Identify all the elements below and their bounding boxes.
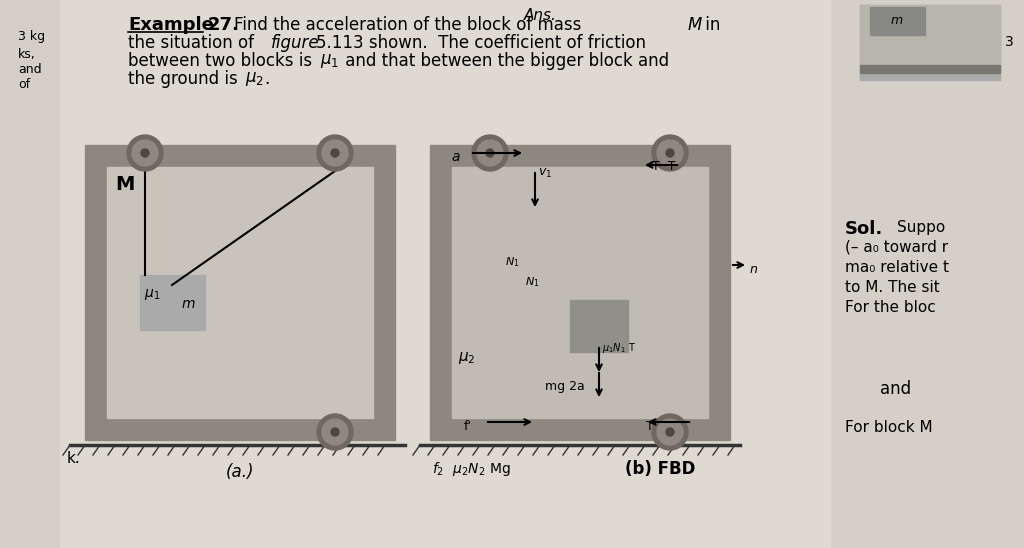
Text: (b) FBD: (b) FBD: [625, 460, 695, 478]
Text: ma₀ relative t: ma₀ relative t: [845, 260, 949, 275]
Text: 27.: 27.: [208, 16, 240, 34]
Text: n: n: [750, 263, 758, 276]
Text: of: of: [18, 78, 30, 91]
Circle shape: [132, 140, 158, 166]
Text: to M. The sit: to M. The sit: [845, 280, 940, 295]
Text: $f_2$  $\mu_2 N_2$ Mg: $f_2$ $\mu_2 N_2$ Mg: [432, 460, 511, 478]
Text: the ground is: the ground is: [128, 70, 243, 88]
Text: $\mu_1$: $\mu_1$: [319, 52, 339, 70]
Text: ks,: ks,: [18, 48, 36, 61]
Bar: [452, 167, 708, 418]
Circle shape: [141, 149, 150, 157]
Circle shape: [472, 135, 508, 171]
Text: Find the acceleration of the block of mass: Find the acceleration of the block of ma…: [234, 16, 582, 34]
Circle shape: [322, 419, 348, 445]
Text: $\mu_2$: $\mu_2$: [245, 70, 264, 88]
Circle shape: [127, 135, 163, 171]
Text: (– a₀ toward r: (– a₀ toward r: [845, 240, 948, 255]
Circle shape: [317, 135, 353, 171]
Text: in: in: [700, 16, 720, 34]
Text: 3 kg: 3 kg: [18, 30, 45, 43]
Text: k.: k.: [67, 451, 81, 466]
Circle shape: [317, 414, 353, 450]
Text: f': f': [464, 420, 472, 433]
Circle shape: [477, 140, 503, 166]
Bar: [106, 167, 373, 418]
Text: .: .: [264, 70, 269, 88]
Text: a: a: [452, 150, 460, 164]
Circle shape: [657, 419, 683, 445]
Text: $\mu_1 N_1$ T: $\mu_1 N_1$ T: [602, 341, 636, 355]
Text: the situation of: the situation of: [128, 34, 259, 52]
Circle shape: [666, 149, 674, 157]
Text: m: m: [182, 297, 196, 311]
Text: and: and: [18, 63, 42, 76]
Bar: [860, 65, 1000, 73]
Text: and: and: [880, 380, 911, 398]
Text: Suppo: Suppo: [897, 220, 945, 235]
Bar: [570, 300, 628, 352]
Text: T': T': [646, 420, 657, 433]
Bar: [140, 275, 205, 330]
Text: Example: Example: [128, 16, 214, 34]
Bar: [430, 145, 730, 440]
Text: $\mu_2$: $\mu_2$: [458, 350, 475, 366]
Bar: [860, 5, 1000, 80]
Text: T  T: T T: [652, 160, 676, 173]
Text: 3: 3: [1005, 35, 1014, 49]
Text: Sol.: Sol.: [845, 220, 884, 238]
Text: 5.113 shown.  The coefficient of friction: 5.113 shown. The coefficient of friction: [316, 34, 646, 52]
Bar: [860, 5, 1000, 65]
Text: $\mu_1$: $\mu_1$: [144, 287, 161, 302]
Text: m: m: [891, 14, 903, 27]
Text: $v_1$: $v_1$: [538, 167, 552, 180]
Bar: [60, 0, 830, 548]
Text: between two blocks is: between two blocks is: [128, 52, 317, 70]
Circle shape: [331, 149, 339, 157]
Text: (a.): (a.): [225, 463, 254, 481]
Circle shape: [331, 428, 339, 436]
Circle shape: [322, 140, 348, 166]
Circle shape: [657, 140, 683, 166]
Text: mg 2a: mg 2a: [545, 380, 585, 393]
Circle shape: [652, 414, 688, 450]
Text: M: M: [115, 175, 134, 194]
Text: figure: figure: [271, 34, 319, 52]
Text: For block M: For block M: [845, 420, 933, 435]
Circle shape: [666, 428, 674, 436]
Text: and that between the bigger block and: and that between the bigger block and: [340, 52, 669, 70]
Text: M: M: [688, 16, 702, 34]
Text: $N_1$: $N_1$: [525, 275, 540, 289]
Bar: [85, 145, 395, 440]
Circle shape: [486, 149, 494, 157]
Text: Ans.: Ans.: [523, 8, 556, 23]
Bar: [870, 7, 925, 35]
Circle shape: [652, 135, 688, 171]
Text: $N_1$: $N_1$: [505, 255, 519, 269]
Text: For the bloc: For the bloc: [845, 300, 936, 315]
